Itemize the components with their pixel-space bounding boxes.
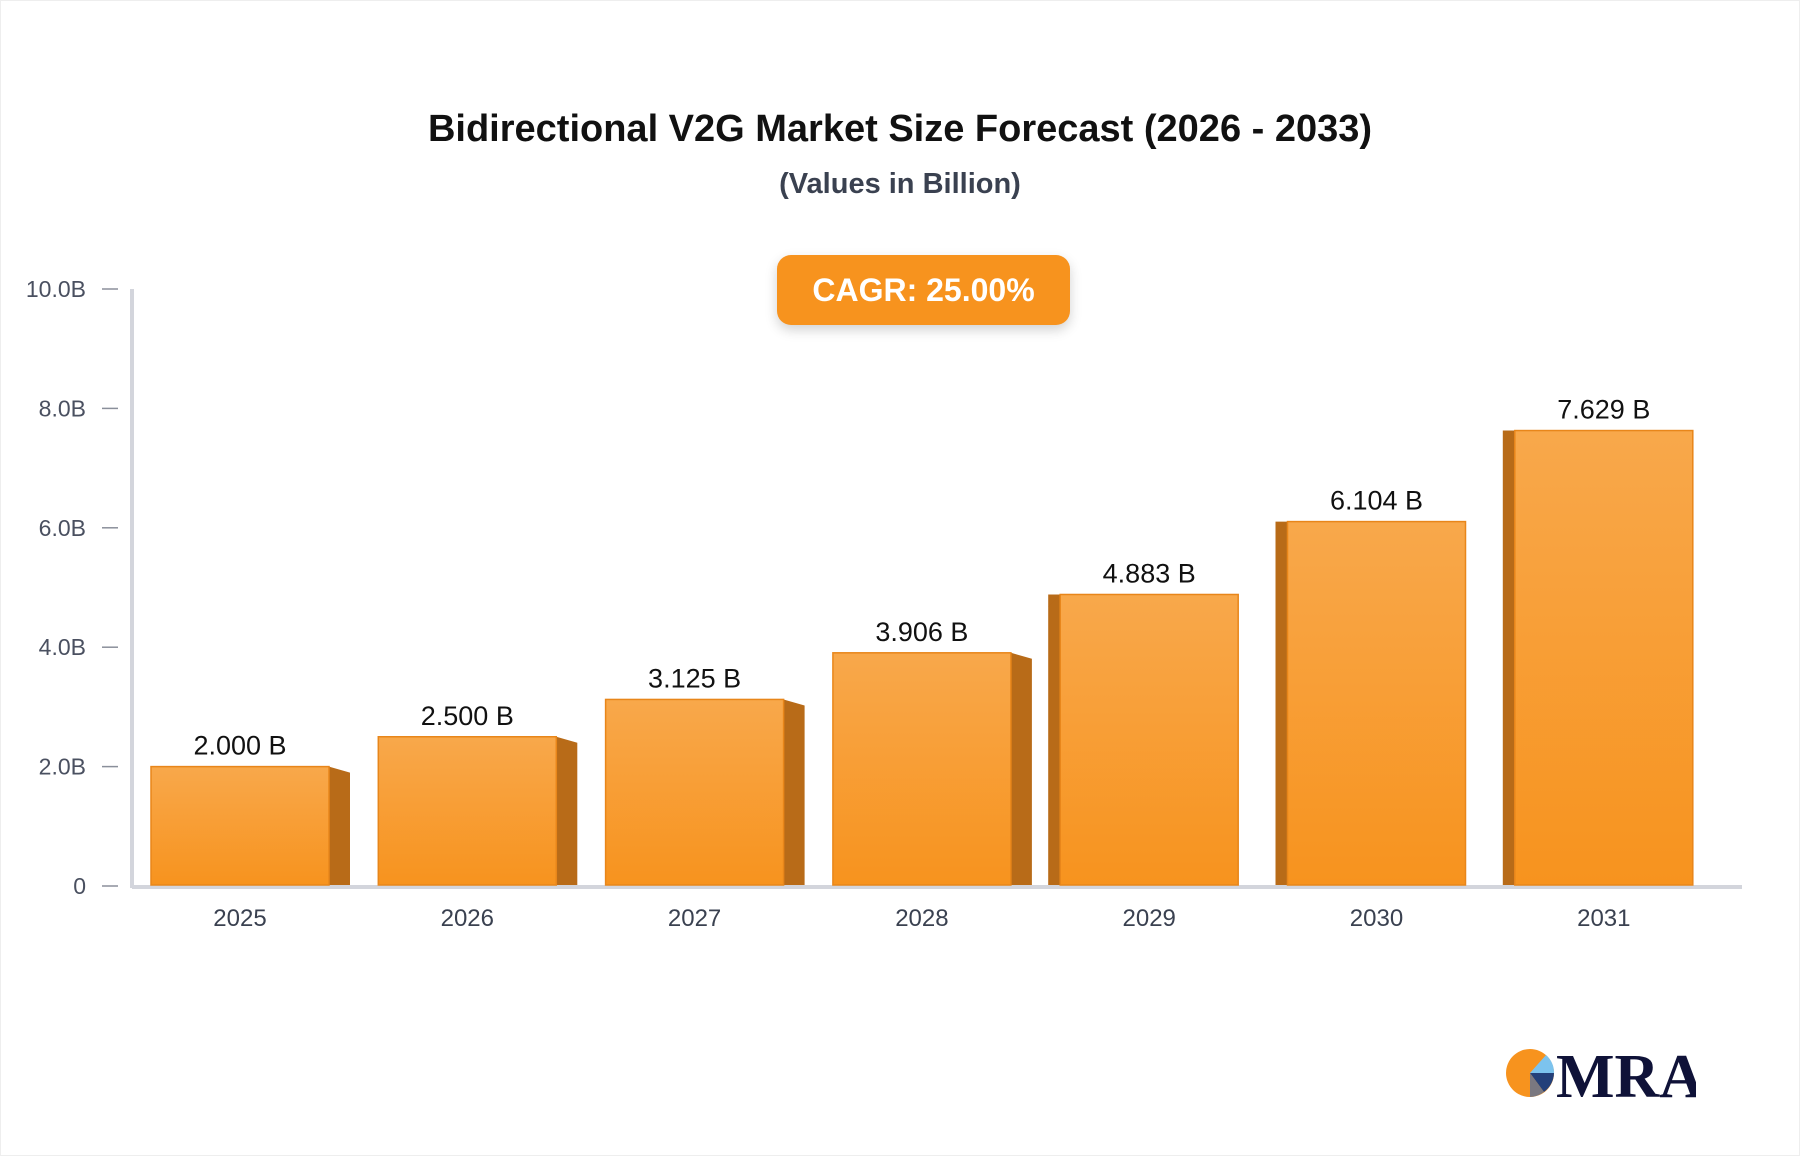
bar-value-label: 3.906 B [875,617,968,647]
bar-group: 7.629 B 2031 [1502,395,1694,932]
bar-side-top [1275,521,1288,534]
x-tick-label: 2026 [441,905,494,932]
bar-group: 4.883 B 2029 [1048,558,1239,932]
bar-side-top [1502,430,1515,443]
bar-value-label: 2.500 B [421,701,514,731]
bar-value-label: 3.125 B [648,663,741,693]
bar [832,652,1012,886]
bar [1059,593,1239,886]
y-tick-label: 6.0B [39,515,86,541]
bar-side [556,736,578,885]
bar-group: 6.104 B 2030 [1275,486,1467,932]
bar-value-label: 2.000 B [193,731,286,761]
bar [150,765,330,886]
bar [1514,429,1694,886]
bar-value-label: 7.629 B [1557,395,1650,425]
bar [1286,520,1467,886]
bar-group: 3.125 B 2027 [604,663,805,932]
chart-title: Bidirectional V2G Market Size Forecast (… [427,108,1373,150]
x-tick-label: 2031 [1577,905,1630,932]
y-tick-label: 4.0B [39,634,86,660]
bar-group: 2.500 B 2026 [377,701,578,932]
y-tick-label: 8.0B [39,395,86,421]
bar-side [1275,521,1288,885]
chart-subtitle: (Values in Billion) [779,168,1021,200]
x-tick-label: 2025 [213,905,266,932]
bar-value-label: 4.883 B [1103,558,1196,588]
x-tick-label: 2028 [895,905,948,932]
x-tick-label: 2029 [1123,905,1176,932]
bar-side-top [1048,594,1061,607]
bar-side [329,766,350,885]
bar [604,698,785,886]
x-tick-label: 2030 [1350,905,1403,932]
logo-text: MRA [1556,1043,1696,1102]
x-tick-label: 2027 [668,905,721,932]
cagr-badge: CAGR: 25.00% [777,255,1070,325]
bar-value-label: 6.104 B [1330,486,1423,516]
y-tick-label: 10.0B [26,276,86,302]
bar-group: 3.906 B 2028 [832,617,1032,932]
bar-side [1502,430,1515,885]
mra-logo: MRA [1506,1043,1696,1102]
bar [377,736,558,886]
bar-side [1010,652,1032,885]
bar-side [783,699,805,885]
y-tick-label: 2.0B [39,754,86,780]
y-tick-label: 0 [73,873,86,899]
bar-side [1048,594,1061,885]
bar-group: 2.000 B 2025 [150,731,350,932]
